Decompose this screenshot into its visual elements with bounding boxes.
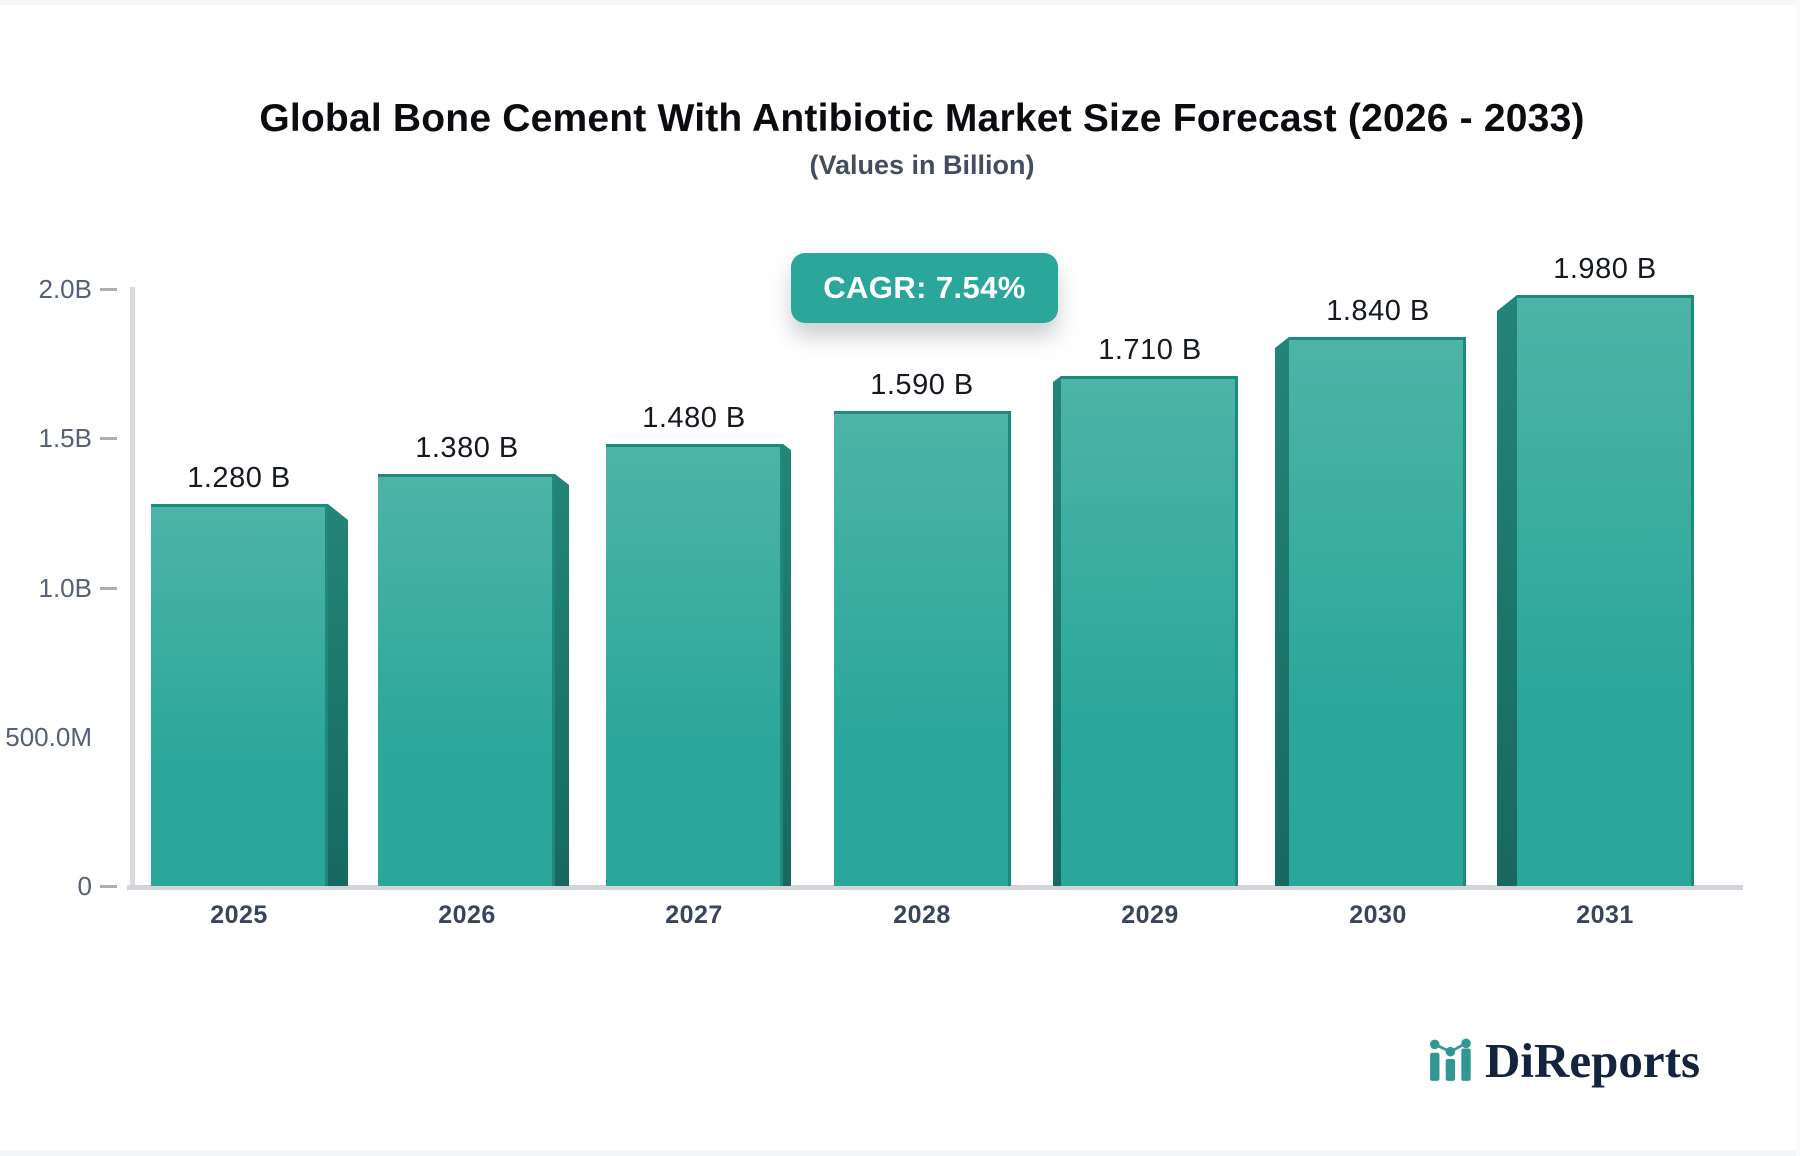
x-axis-category-label: 2029 — [1121, 901, 1179, 929]
brand-logo: DiReports — [1428, 1033, 1701, 1088]
cagr-badge-label: CAGR: 7.54% — [823, 270, 1026, 305]
x-axis-category-label: 2031 — [1576, 901, 1634, 929]
brand-name: DiReports — [1485, 1033, 1701, 1088]
y-axis-line — [130, 287, 135, 887]
bar-2031 — [1517, 295, 1694, 886]
page-bottom-edge — [0, 1150, 1800, 1156]
bar-3d-side-face — [783, 444, 791, 886]
x-axis-baseline — [127, 885, 1743, 890]
chart-title: Global Bone Cement With Antibiotic Marke… — [259, 97, 1585, 140]
bar-value-label: 1.280 B — [187, 462, 291, 494]
y-axis-tick-label: 0 — [77, 871, 92, 901]
y-axis-tick-mark — [100, 586, 117, 590]
y-axis-tick-label: 500.0M — [5, 721, 92, 752]
bar-2026 — [378, 474, 555, 886]
bar-value-label: 1.840 B — [1326, 295, 1430, 327]
x-axis-category-label: 2027 — [665, 901, 723, 929]
chart-subtitle: (Values in Billion) — [809, 150, 1035, 180]
bar-2027 — [606, 444, 783, 886]
y-axis-tick-label: 1.0B — [38, 572, 93, 603]
bar-value-label: 1.590 B — [870, 369, 974, 401]
page-top-edge — [0, 0, 1800, 5]
y-axis-tick-mark — [100, 885, 117, 888]
cagr-badge: CAGR: 7.54% — [791, 253, 1058, 323]
bar-3d-side-face — [555, 474, 569, 886]
bar-2028 — [834, 411, 1011, 886]
x-axis-category-label: 2025 — [210, 901, 268, 929]
page-right-edge — [1796, 0, 1800, 1156]
bar-3d-side-face — [328, 504, 348, 886]
bar-value-label: 1.380 B — [415, 432, 519, 464]
bar-value-label: 1.480 B — [642, 402, 746, 434]
x-axis-category-label: 2028 — [893, 901, 951, 929]
x-axis-category-label: 2026 — [438, 901, 496, 929]
y-axis-tick-mark — [100, 437, 117, 441]
bar-3d-side-face — [1053, 376, 1061, 886]
y-axis-tick-label: 1.5B — [38, 423, 93, 454]
bar-chart-logo-icon — [1429, 1038, 1471, 1081]
y-axis-tick-label: 2.0B — [38, 274, 93, 304]
bar-2025 — [151, 504, 328, 886]
bar-3d-side-face — [1497, 295, 1517, 886]
y-axis-tick-mark — [100, 288, 117, 291]
bar-3d-side-face — [1275, 337, 1289, 886]
bar-2030 — [1289, 337, 1466, 886]
bar-value-label: 1.710 B — [1098, 334, 1202, 366]
x-axis-category-label: 2030 — [1349, 901, 1407, 929]
bar-2029 — [1061, 376, 1238, 886]
bar-value-label: 1.980 B — [1553, 253, 1657, 285]
